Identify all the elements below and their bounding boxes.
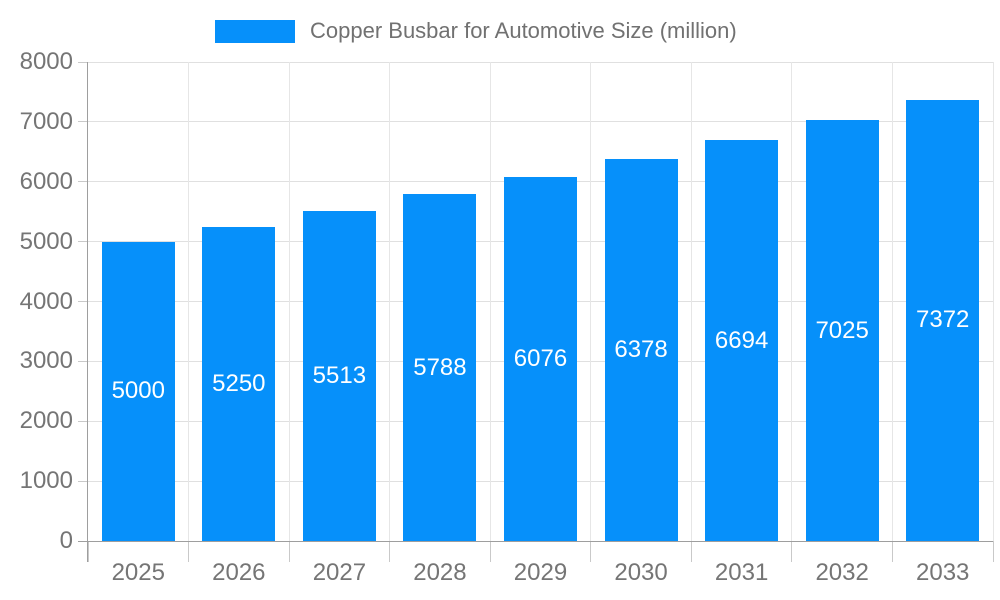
x-axis-tick-label: 2032 xyxy=(815,559,869,586)
y-axis-tick xyxy=(78,121,88,123)
bar xyxy=(504,177,577,541)
x-axis-tick-label: 2033 xyxy=(916,559,970,586)
bar xyxy=(604,159,678,541)
y-axis-tick xyxy=(78,241,88,243)
v-gridline xyxy=(188,62,190,541)
bar-value-label: 6378 xyxy=(614,336,668,364)
y-axis-tick-label: 8000 xyxy=(19,48,73,75)
y-axis-tick-label: 2000 xyxy=(19,407,73,435)
x-axis-tick xyxy=(188,541,190,562)
v-gridline xyxy=(690,62,692,541)
bar xyxy=(302,210,376,541)
legend-label: Copper Busbar for Automotive Size (milli… xyxy=(310,18,737,43)
x-axis-tick-label: 2026 xyxy=(212,559,266,586)
x-axis-tick-label: 2029 xyxy=(513,559,568,586)
x-axis-tick-label: 2027 xyxy=(312,559,367,586)
v-gridline xyxy=(389,62,391,541)
y-axis-tick-label: 1000 xyxy=(19,467,73,495)
bar-value-label: 6694 xyxy=(714,326,769,354)
bar xyxy=(705,140,779,541)
y-axis-tick-label: 0 xyxy=(59,527,73,554)
y-axis-line xyxy=(87,62,88,562)
legend-swatch xyxy=(215,19,295,43)
x-axis-tick-label: 2031 xyxy=(714,559,769,586)
bar-value-label: 5250 xyxy=(212,369,266,397)
h-gridline xyxy=(88,61,993,63)
bar-value-label: 7372 xyxy=(916,306,970,334)
y-axis-tick xyxy=(78,301,88,302)
x-axis-tick xyxy=(389,541,391,562)
legend: Copper Busbar for Automotive Size (milli… xyxy=(215,18,737,44)
y-axis-tick xyxy=(78,420,88,422)
bar xyxy=(101,241,175,541)
v-gridline xyxy=(992,62,994,541)
bar-value-label: 7025 xyxy=(815,316,869,344)
x-axis-tick xyxy=(791,541,793,562)
x-axis-tick xyxy=(891,541,893,562)
bar-value-label: 6076 xyxy=(513,345,568,373)
y-axis-tick xyxy=(78,181,88,183)
v-gridline xyxy=(891,62,893,541)
bar-value-label: 5788 xyxy=(413,353,467,381)
x-axis-tick-label: 2030 xyxy=(614,559,668,586)
x-axis-tick-label: 2028 xyxy=(413,559,467,586)
x-axis-line xyxy=(78,541,993,542)
x-axis-tick xyxy=(489,541,491,562)
v-gridline xyxy=(489,62,491,541)
bar-value-label: 5000 xyxy=(111,377,165,405)
bar xyxy=(906,99,980,541)
y-axis-tick-label: 6000 xyxy=(19,167,73,195)
y-axis-tick-label: 3000 xyxy=(19,347,73,375)
x-axis-tick xyxy=(992,541,994,562)
y-axis-tick-label: 4000 xyxy=(19,287,73,315)
x-axis-tick-label: 2025 xyxy=(111,559,165,586)
v-gridline xyxy=(288,62,290,541)
y-axis-tick xyxy=(78,360,88,362)
bar xyxy=(403,194,477,541)
bar xyxy=(805,120,879,541)
bar xyxy=(202,226,276,541)
x-axis-tick xyxy=(590,541,592,562)
y-axis-tick xyxy=(78,480,88,482)
v-gridline xyxy=(791,62,793,541)
x-axis-tick xyxy=(288,541,290,562)
x-axis-tick xyxy=(87,541,89,562)
bar-value-label: 5513 xyxy=(312,361,367,389)
h-gridline xyxy=(88,121,993,123)
y-axis-tick-label: 5000 xyxy=(19,227,73,255)
y-axis-tick-label: 7000 xyxy=(19,107,73,135)
v-gridline xyxy=(590,62,592,541)
y-axis-tick xyxy=(78,61,88,63)
x-axis-tick xyxy=(690,541,692,562)
